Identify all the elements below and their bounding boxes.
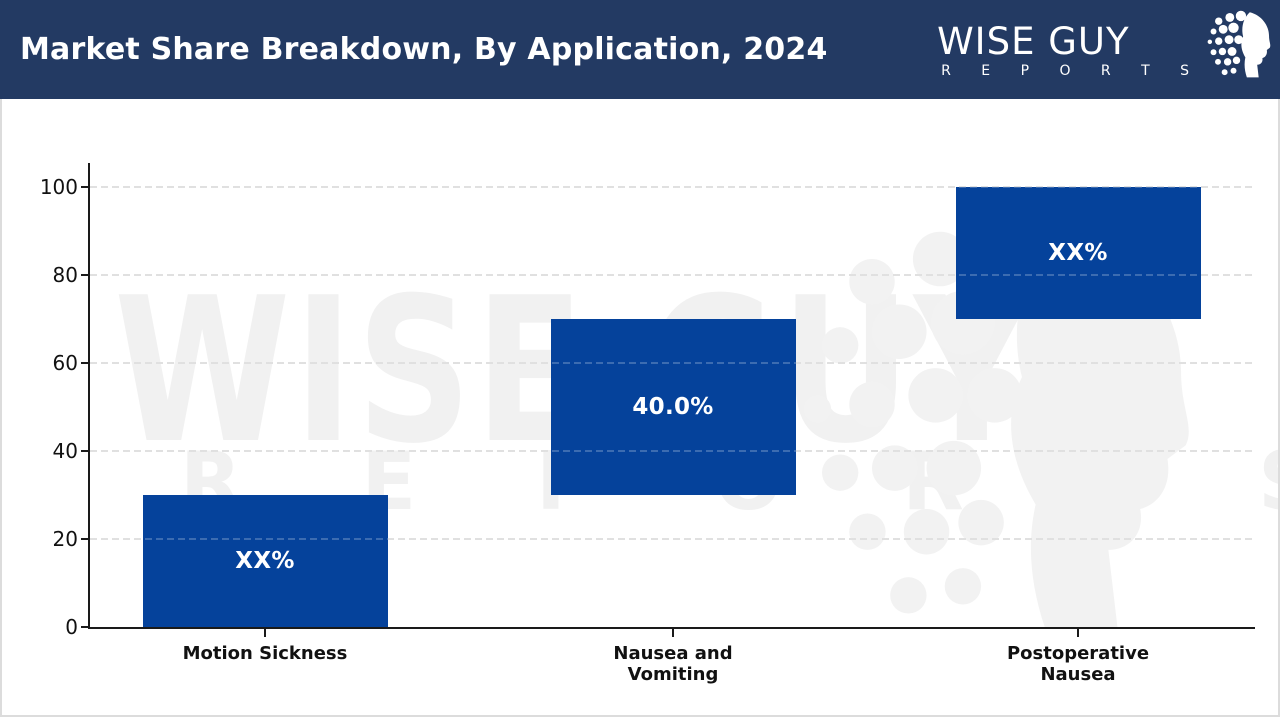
y-tick-0 — [81, 626, 89, 628]
y-tick-label-40: 40 — [52, 439, 78, 463]
logo-wordmark: WISE GUY — [937, 19, 1130, 63]
x-axis-spine — [88, 627, 1255, 629]
x-category-label-1: Motion Sickness — [182, 643, 348, 664]
gridline-20 — [90, 538, 1255, 540]
x-tick-1 — [264, 629, 266, 637]
gridline-over-80 — [90, 274, 1255, 276]
bar-segment-3: XX% — [955, 187, 1201, 319]
wiseguy-head-logo-icon — [1207, 10, 1271, 78]
y-tick-80 — [81, 274, 89, 276]
y-tick-label-60: 60 — [52, 351, 78, 375]
bar-segment-1: XX% — [142, 495, 388, 627]
x-category-label-2: Nausea and Vomiting — [613, 643, 733, 685]
chart-card: WISE GUY R E P O R T S 020406080100XX%40… — [0, 99, 1280, 717]
bar-segment-2: 40.0% — [550, 319, 796, 495]
y-tick-label-0: 0 — [65, 615, 78, 639]
x-category-label-3: Postoperative Nausea — [1006, 643, 1150, 685]
gridline-over-40 — [90, 450, 1255, 452]
gridline-100 — [90, 186, 1255, 188]
y-tick-label-20: 20 — [52, 527, 78, 551]
bar-value-label-2: 40.0% — [632, 394, 714, 420]
y-tick-40 — [81, 450, 89, 452]
gridline-80 — [90, 274, 1255, 276]
y-tick-100 — [81, 186, 89, 188]
x-tick-3 — [1077, 629, 1079, 637]
y-axis-spine — [88, 163, 90, 629]
y-tick-20 — [81, 538, 89, 540]
y-tick-label-100: 100 — [39, 175, 78, 199]
y-tick-label-80: 80 — [52, 263, 78, 287]
bar-value-label-1: XX% — [235, 548, 295, 574]
gridline-over-60 — [90, 362, 1255, 364]
page-title: Market Share Breakdown, By Application, … — [20, 32, 828, 67]
wiseguy-logo: WISE GUY R E P O R T S — [937, 6, 1272, 94]
wiseguy-logo-text: WISE GUY R E P O R T S — [937, 19, 1202, 79]
gridline-over-100 — [90, 186, 1255, 188]
bar-value-label-3: XX% — [1048, 240, 1108, 266]
logo-subtext: R E P O R T S — [941, 62, 1202, 79]
header-bar: Market Share Breakdown, By Application, … — [0, 0, 1280, 99]
y-tick-60 — [81, 362, 89, 364]
x-tick-2 — [672, 629, 674, 637]
gridline-over-20 — [90, 538, 1255, 540]
